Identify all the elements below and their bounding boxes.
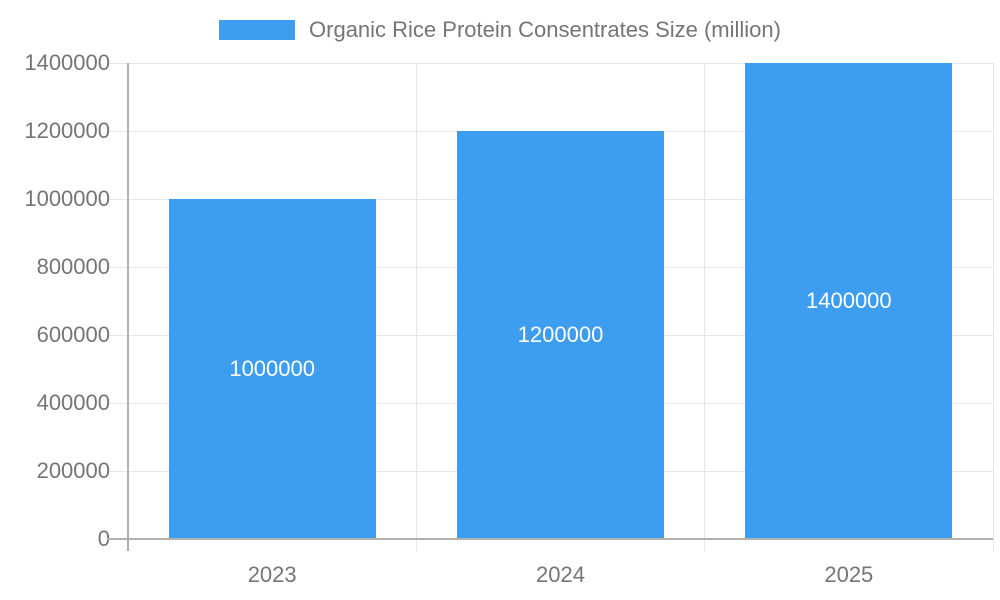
x-axis-baseline	[107, 538, 993, 540]
bar-value-label: 1200000	[517, 322, 604, 347]
bar-value-label: 1000000	[229, 356, 315, 381]
chart-legend[interactable]: Organic Rice Protein Consentrates Size (…	[0, 17, 1000, 43]
y-axis-tick-label: 600000	[36, 322, 110, 347]
x-axis-tick-label: 2024	[536, 562, 585, 587]
bar-2025[interactable]	[745, 63, 953, 539]
legend-swatch	[219, 20, 296, 40]
y-axis-tick-label: 0	[97, 526, 110, 551]
bar-value-label: 1400000	[806, 288, 892, 313]
x-gridline	[415, 63, 417, 551]
y-axis-tick-label: 200000	[36, 458, 110, 483]
x-gridline	[704, 63, 706, 551]
x-gridline	[992, 63, 994, 551]
y-axis-tick-label: 400000	[36, 390, 110, 415]
bar-2023[interactable]	[168, 199, 376, 539]
legend-label: Organic Rice Protein Consentrates Size (…	[309, 17, 781, 42]
x-axis-tick-label: 2025	[824, 562, 874, 587]
x-axis-tick-label: 2023	[247, 562, 297, 587]
y-axis-tick-label: 1200000	[24, 118, 110, 143]
y-axis-tick-label: 1400000	[24, 50, 110, 75]
y-axis-tick-label: 1000000	[24, 186, 110, 211]
y-gridline	[107, 62, 993, 64]
bar-2024[interactable]	[457, 131, 664, 539]
y-axis-tick-label: 800000	[36, 254, 110, 279]
y-axis-line	[127, 63, 129, 551]
